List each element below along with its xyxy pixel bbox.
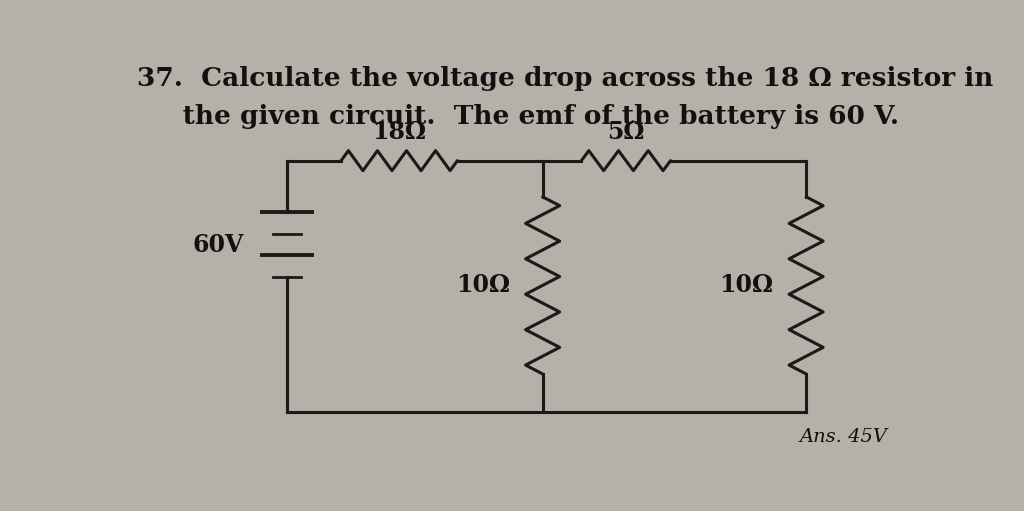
Text: Ans. 45V: Ans. 45V [800, 428, 888, 446]
Text: 60V: 60V [193, 233, 245, 257]
Text: 37.  Calculate the voltage drop across the 18 Ω resistor in: 37. Calculate the voltage drop across th… [137, 66, 993, 91]
Text: the given circuit.  The emf of the battery is 60 V.: the given circuit. The emf of the batter… [137, 104, 899, 129]
Text: 10Ω: 10Ω [720, 273, 773, 297]
Text: 18Ω: 18Ω [373, 120, 426, 144]
Text: 5Ω: 5Ω [607, 120, 645, 144]
Text: 10Ω: 10Ω [456, 273, 510, 297]
